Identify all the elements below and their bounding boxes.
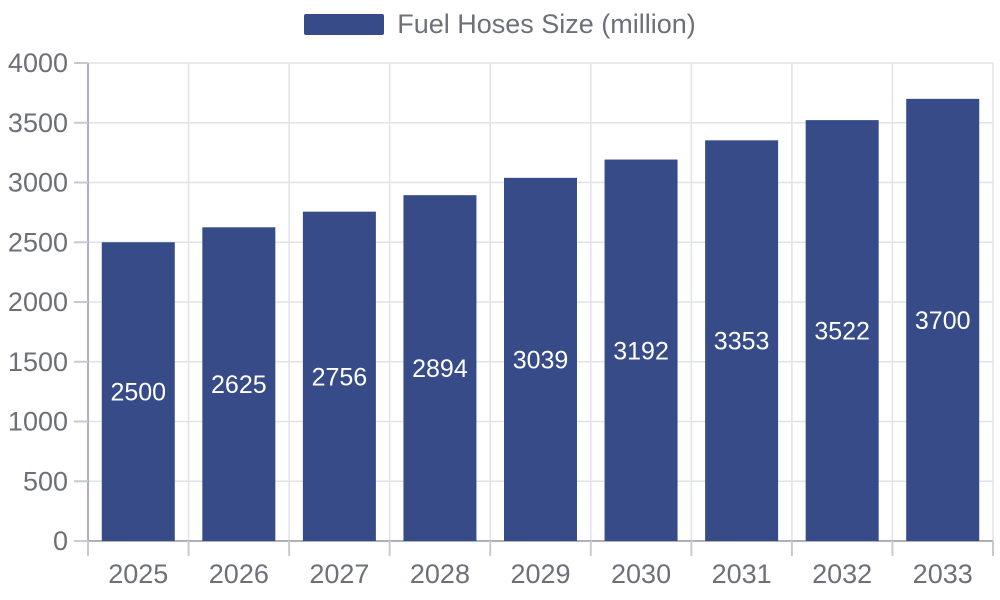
- bar-value-label: 3522: [814, 318, 870, 346]
- legend-swatch: [304, 14, 385, 35]
- bar-2028[interactable]: [403, 195, 477, 542]
- bar-2031[interactable]: [705, 140, 779, 541]
- bar-value-label: 2894: [412, 355, 468, 383]
- y-axis-label: 1000: [8, 407, 68, 437]
- x-axis-label: 2030: [611, 559, 671, 589]
- bar-2032[interactable]: [805, 120, 879, 541]
- y-axis-label: 3000: [8, 168, 68, 198]
- y-axis-label: 3500: [8, 108, 68, 138]
- x-axis-label: 2031: [712, 559, 772, 589]
- x-axis-label: 2029: [510, 559, 570, 589]
- x-axis-label: 2025: [108, 559, 168, 589]
- bar-value-label: 3353: [714, 328, 770, 356]
- y-axis-label: 1500: [8, 347, 68, 377]
- bar-2030[interactable]: [604, 159, 678, 541]
- bar-2033[interactable]: [906, 98, 980, 541]
- x-axis-label: 2028: [410, 559, 470, 589]
- y-axis-label: 4000: [8, 48, 68, 78]
- y-axis-label: 0: [53, 526, 68, 556]
- bar-value-label: 3039: [513, 346, 569, 374]
- bar-value-label: 2500: [110, 379, 166, 407]
- bar-2027[interactable]: [302, 211, 376, 541]
- bar-2025[interactable]: [101, 242, 175, 541]
- x-axis-label: 2026: [209, 559, 269, 589]
- x-axis-label: 2033: [913, 559, 973, 589]
- bar-2026[interactable]: [202, 227, 276, 541]
- legend-label: Fuel Hoses Size (million): [397, 9, 696, 39]
- y-axis-label: 2000: [8, 287, 68, 317]
- bar-2029[interactable]: [504, 177, 577, 542]
- y-axis-label: 500: [23, 466, 68, 496]
- y-axis-label: 2500: [8, 227, 68, 257]
- bar-value-label: 3192: [613, 337, 669, 365]
- bar-value-label: 3700: [915, 307, 971, 335]
- legend-item[interactable]: Fuel Hoses Size (million): [0, 11, 1000, 38]
- x-axis-label: 2027: [309, 559, 369, 589]
- bar-value-label: 2625: [211, 371, 267, 399]
- bar-value-label: 2756: [312, 363, 368, 391]
- x-axis-label: 2032: [812, 559, 872, 589]
